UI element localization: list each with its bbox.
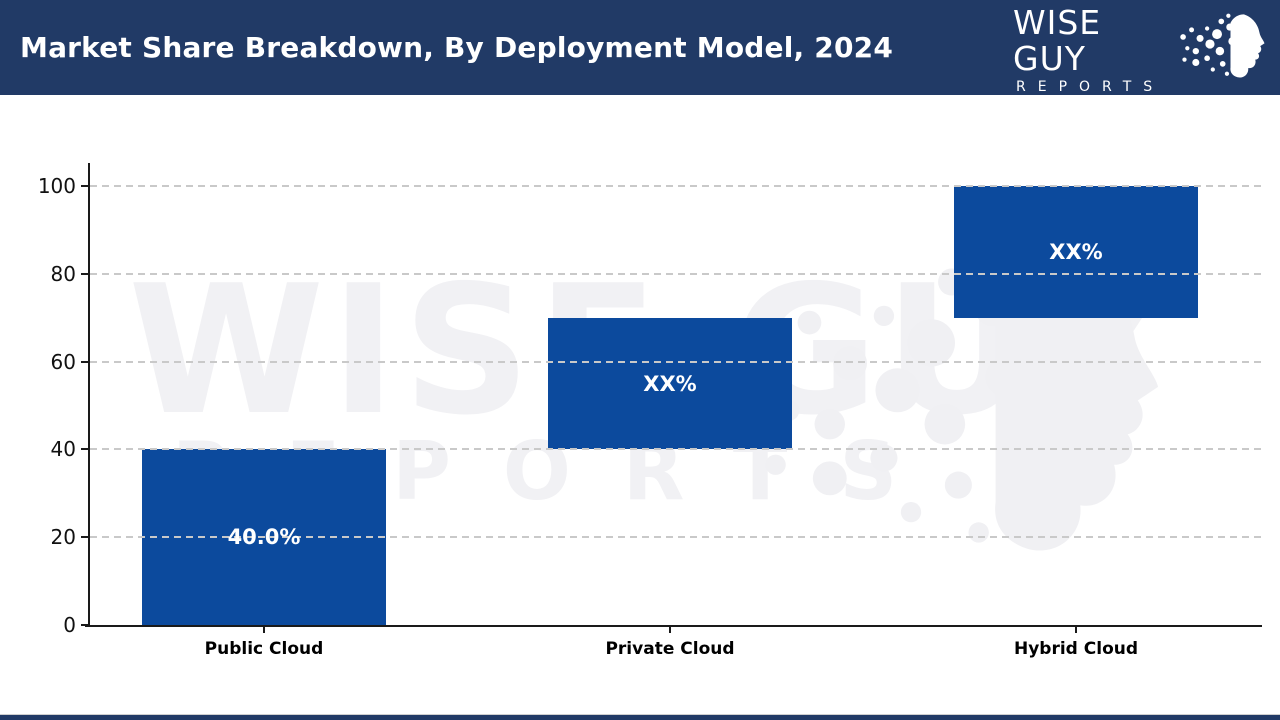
y-tick-label: 0 bbox=[63, 613, 76, 637]
wise-guy-face-icon bbox=[1180, 13, 1265, 78]
bar-value-label: 40.0% bbox=[227, 525, 301, 550]
logo-wordmark: WISE GUY bbox=[1013, 3, 1102, 78]
footer-bar bbox=[0, 715, 1280, 720]
logo-text: WISE GUY REPORTS bbox=[1013, 3, 1184, 96]
logo-subtitle: REPORTS bbox=[1016, 79, 1165, 95]
y-tick-mark bbox=[81, 272, 89, 275]
y-tick-mark bbox=[81, 448, 89, 451]
header-bar: Market Share Breakdown, By Deployment Mo… bbox=[0, 0, 1280, 95]
bar-value-label: XX% bbox=[1049, 239, 1103, 264]
x-tick-mark bbox=[669, 625, 671, 633]
bar-hybrid-cloud[interactable] bbox=[954, 186, 1198, 318]
chart-title: Market Share Breakdown, By Deployment Mo… bbox=[20, 31, 894, 64]
x-category-label: Hybrid Cloud bbox=[1013, 639, 1139, 659]
y-tick-mark bbox=[81, 185, 89, 187]
y-tick-mark bbox=[81, 536, 89, 539]
gridline-100 bbox=[90, 185, 1262, 187]
y-tick-label: 40 bbox=[50, 437, 76, 462]
x-axis-line bbox=[85, 625, 1262, 627]
x-category-label: Private Cloud bbox=[605, 639, 735, 659]
footer-divider bbox=[0, 714, 1280, 715]
y-tick-label: 60 bbox=[50, 349, 76, 374]
y-axis-line bbox=[88, 163, 90, 627]
y-tick-mark bbox=[81, 360, 89, 363]
gridline-60 bbox=[90, 360, 1262, 363]
gridline-20 bbox=[90, 536, 1262, 539]
x-category-label: Public Cloud bbox=[204, 639, 324, 659]
y-tick-label: 80 bbox=[50, 261, 76, 286]
y-tick-label: 100 bbox=[37, 174, 76, 198]
x-tick-mark bbox=[263, 625, 265, 633]
y-tick-label: 20 bbox=[50, 525, 76, 550]
wise-guy-logo: WISE GUY REPORTS bbox=[1013, 3, 1268, 96]
gridline-80 bbox=[90, 272, 1262, 275]
x-tick-mark bbox=[1075, 625, 1077, 633]
bar-private-cloud[interactable] bbox=[548, 317, 792, 450]
gridline-40 bbox=[90, 448, 1262, 451]
bar-value-label: XX% bbox=[643, 371, 697, 396]
